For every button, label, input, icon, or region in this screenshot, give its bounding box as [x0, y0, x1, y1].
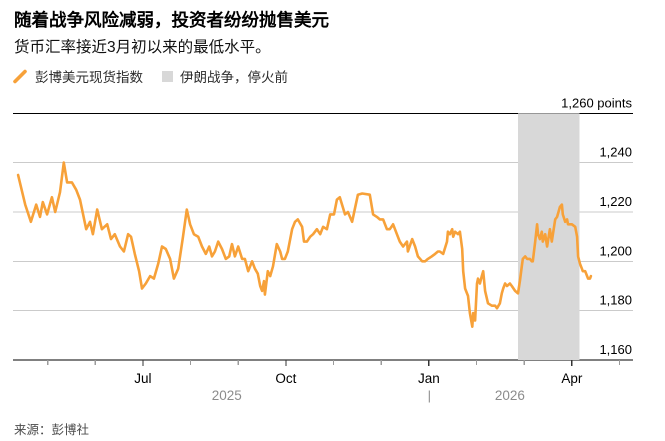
- legend-label-dollar-index: 彭博美元现货指数: [35, 70, 143, 85]
- y-axis-label: 1,160: [599, 342, 632, 357]
- chart-subtitle: 货币汇率接近3月初以来的最低水平。: [14, 39, 271, 56]
- y-axis-label: 1,220: [599, 194, 632, 209]
- x-axis-month-label: Oct: [275, 371, 296, 386]
- source-note: 来源：彭博社: [14, 423, 90, 437]
- legend-item-war-band: 伊朗战争，停火前: [162, 66, 288, 86]
- orange-line-marker-icon: [13, 69, 27, 84]
- x-axis-month-label: Apr: [561, 371, 583, 386]
- x-axis-month-label: Jan: [418, 371, 440, 386]
- legend-item-dollar-index: 彭博美元现货指数: [12, 66, 143, 86]
- legend: 彭博美元现货指数 伊朗战争，停火前: [12, 66, 288, 86]
- y-axis-label: 1,240: [599, 145, 632, 160]
- legend-label-war-band: 伊朗战争，停火前: [180, 70, 288, 85]
- chart-title: 随着战争风险减弱，投资者纷纷抛售美元: [14, 10, 329, 30]
- gray-band-marker-icon: [162, 70, 173, 82]
- y-axis-label: 1,180: [599, 293, 632, 308]
- dollar-index-line: [16, 161, 593, 329]
- x-axis-year-label: 2025: [212, 388, 242, 403]
- x-axis-month-label: Jul: [134, 371, 151, 386]
- x-axis-year-label: 2026: [495, 388, 525, 403]
- year-divider: |: [428, 388, 431, 403]
- y-axis-label: 1,260 points: [561, 95, 632, 110]
- y-axis-label: 1,200: [599, 243, 632, 258]
